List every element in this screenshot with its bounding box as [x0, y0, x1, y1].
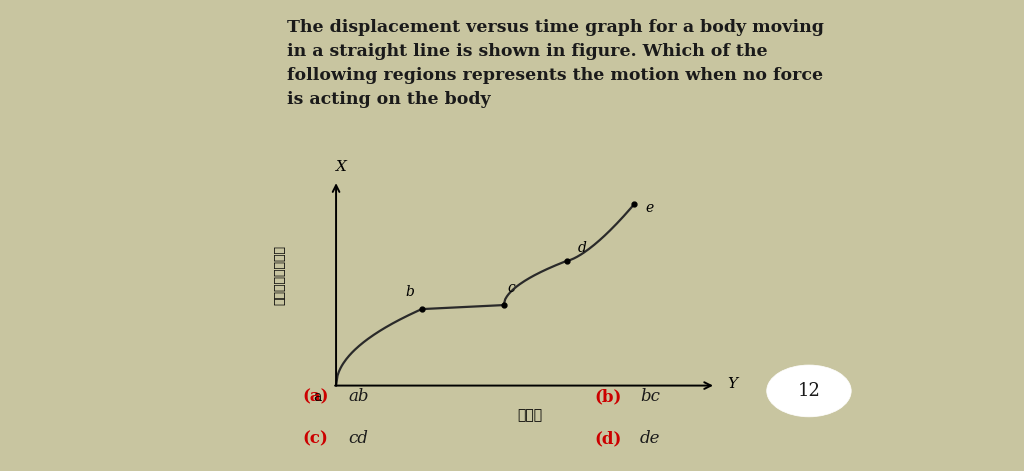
Text: Y: Y	[727, 377, 737, 390]
Text: b: b	[406, 285, 415, 299]
Text: समय: समय	[517, 408, 543, 422]
Text: de: de	[640, 430, 660, 447]
Text: (b): (b)	[594, 388, 622, 405]
Text: c: c	[507, 281, 515, 295]
Text: d: d	[579, 241, 587, 255]
Text: bc: bc	[640, 388, 659, 405]
Text: The displacement versus time graph for a body moving
in a straight line is shown: The displacement versus time graph for a…	[287, 19, 824, 108]
Circle shape	[767, 365, 851, 417]
Text: e: e	[645, 202, 653, 215]
Text: (c): (c)	[302, 430, 328, 447]
Text: a: a	[312, 390, 322, 404]
Text: cd: cd	[348, 430, 368, 447]
Text: (a): (a)	[302, 388, 329, 405]
Text: (d): (d)	[594, 430, 622, 447]
Text: X: X	[336, 160, 347, 174]
Text: विस्थापन: विस्थापन	[273, 245, 287, 305]
Text: ab: ab	[348, 388, 369, 405]
Text: 12: 12	[798, 382, 820, 400]
